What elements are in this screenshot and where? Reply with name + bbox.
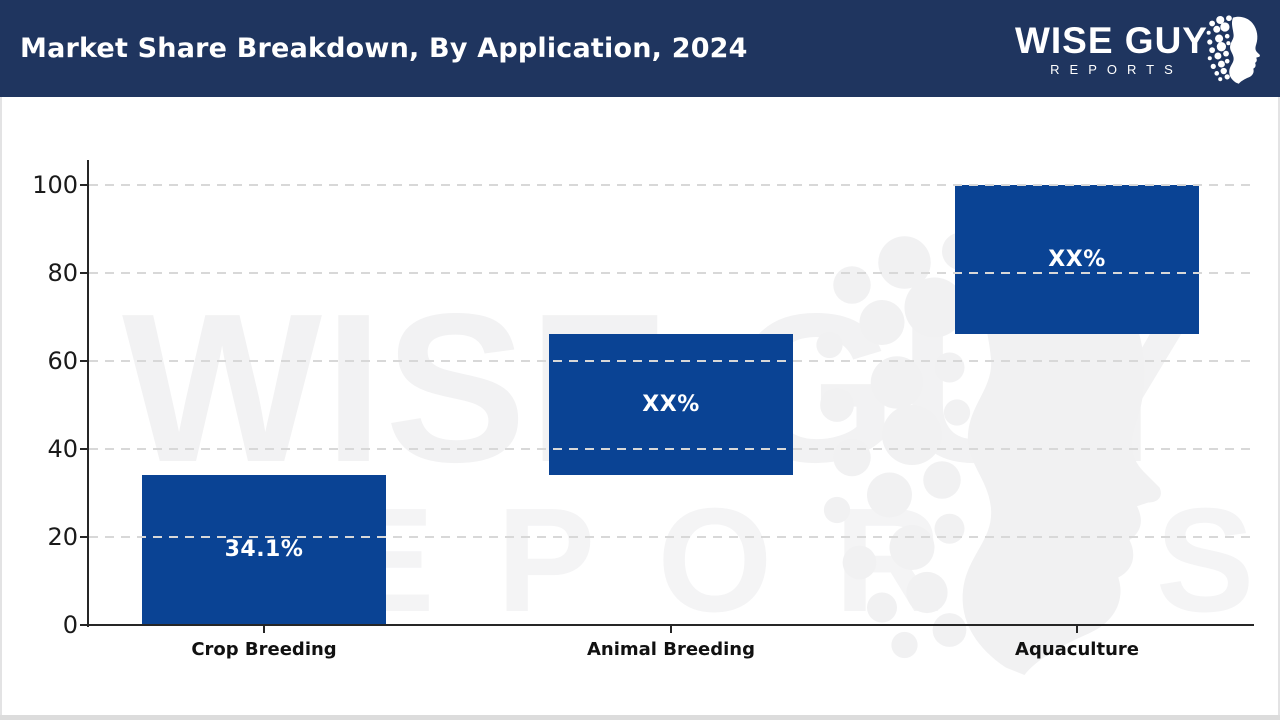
y-tick-mark-40 — [80, 448, 88, 450]
x-tick-mark-3 — [1076, 625, 1078, 633]
y-tick-label-80: 80 — [47, 259, 78, 287]
bar-value-label: XX% — [642, 391, 700, 417]
logo-subtitle: REPORTS — [1050, 61, 1183, 77]
x-category-label-crop-breeding: Crop Breeding — [191, 639, 337, 660]
x-category-label-animal-breeding: Animal Breeding — [586, 639, 756, 660]
bar-animal-breeding: XX% — [549, 333, 793, 475]
page-border-right — [1278, 97, 1280, 720]
gridline-40 — [89, 448, 1254, 450]
y-axis — [87, 160, 89, 627]
y-tick-mark-60 — [80, 360, 88, 362]
wise-guy-logo: WISE GUY REPORTS — [1015, 9, 1262, 89]
y-tick-label-40: 40 — [47, 435, 78, 463]
y-tick-mark-20 — [80, 536, 88, 538]
y-tick-label-100: 100 — [32, 171, 78, 199]
y-tick-label-20: 20 — [47, 523, 78, 551]
y-tick-label-0: 0 — [62, 611, 78, 639]
gridline-100 — [89, 184, 1254, 186]
x-tick-mark-2 — [670, 625, 672, 633]
gridline-60 — [89, 360, 1254, 362]
page-border-left — [0, 97, 2, 720]
y-tick-mark-100 — [80, 184, 88, 186]
bar-aquaculture: XX% — [955, 185, 1199, 334]
bar-value-label: 34.1% — [224, 537, 304, 563]
x-category-label-aquaculture: Aquaculture — [1015, 639, 1139, 660]
logo-wordmark: WISE GUY — [1014, 19, 1208, 61]
gridline-20 — [89, 536, 1254, 538]
bar-crop-breeding: 34.1% — [142, 474, 386, 625]
page-border-bottom — [0, 715, 1280, 720]
page-title: Market Share Breakdown, By Application, … — [20, 33, 748, 64]
y-tick-mark-80 — [80, 272, 88, 274]
gridline-80 — [89, 272, 1254, 274]
y-tick-mark-0 — [80, 624, 88, 626]
header: Market Share Breakdown, By Application, … — [0, 0, 1280, 97]
logo-text: WISE GUY REPORTS — [1015, 22, 1208, 76]
x-tick-mark-1 — [263, 625, 265, 633]
bar-value-label: XX% — [1048, 246, 1106, 272]
logo-head-icon — [1206, 14, 1260, 84]
y-tick-label-60: 60 — [47, 347, 78, 375]
